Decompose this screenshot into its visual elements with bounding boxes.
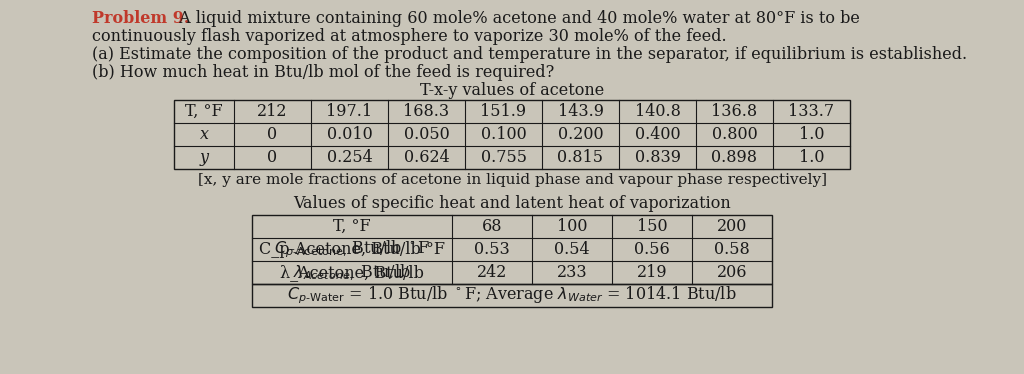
Text: T-x-y values of acetone: T-x-y values of acetone <box>420 82 604 99</box>
Text: 0.010: 0.010 <box>327 126 373 143</box>
Text: T, °F: T, °F <box>333 218 371 235</box>
Text: 0.58: 0.58 <box>714 241 750 258</box>
Text: 212: 212 <box>257 103 288 120</box>
Text: $C_{p\text{-Acetone,}}$ Btu/lb $^\circ$F: $C_{p\text{-Acetone,}}$ Btu/lb $^\circ$F <box>273 239 430 260</box>
Text: 0.050: 0.050 <box>403 126 450 143</box>
Bar <box>252 215 772 284</box>
Text: (b) How much heat in Btu/lb mol of the feed is required?: (b) How much heat in Btu/lb mol of the f… <box>92 64 554 81</box>
Text: y: y <box>200 149 209 166</box>
Text: Values of specific heat and latent heat of vaporization: Values of specific heat and latent heat … <box>293 195 731 212</box>
Text: T, °F: T, °F <box>185 103 223 120</box>
Text: 143.9: 143.9 <box>557 103 603 120</box>
Text: 0.839: 0.839 <box>635 149 681 166</box>
Text: λ_Acetone, Btu/lb: λ_Acetone, Btu/lb <box>280 264 424 281</box>
Bar <box>174 100 850 169</box>
Text: (a) Estimate the composition of the product and temperature in the separator, if: (a) Estimate the composition of the prod… <box>92 46 967 63</box>
Text: 150: 150 <box>637 218 668 235</box>
Text: [x, y are mole fractions of acetone in liquid phase and vapour phase respectivel: [x, y are mole fractions of acetone in l… <box>198 173 826 187</box>
Text: 219: 219 <box>637 264 668 281</box>
Text: C_p-Acetone, Btu/lb °F: C_p-Acetone, Btu/lb °F <box>259 241 445 258</box>
Text: 233: 233 <box>557 264 588 281</box>
Text: 200: 200 <box>717 218 748 235</box>
Text: 0.100: 0.100 <box>480 126 526 143</box>
Text: $\lambda_{Acetone,}$ Btu/lb: $\lambda_{Acetone,}$ Btu/lb <box>293 262 411 283</box>
Text: continuously flash vaporized at atmosphere to vaporize 30 mole% of the feed.: continuously flash vaporized at atmosphe… <box>92 28 727 45</box>
Text: $C_{p\text{-Water}}$ = 1.0 Btu/lb $^\circ$F; Average $\lambda_{Water}$ = 1014.1 : $C_{p\text{-Water}}$ = 1.0 Btu/lb $^\cir… <box>288 285 736 306</box>
Text: 197.1: 197.1 <box>327 103 373 120</box>
Text: 0.56: 0.56 <box>634 241 670 258</box>
Text: 168.3: 168.3 <box>403 103 450 120</box>
Text: 140.8: 140.8 <box>635 103 680 120</box>
Text: 0.54: 0.54 <box>554 241 590 258</box>
Text: x: x <box>200 126 209 143</box>
Text: 0.755: 0.755 <box>480 149 526 166</box>
Text: 0.200: 0.200 <box>558 126 603 143</box>
Text: 136.8: 136.8 <box>712 103 758 120</box>
Text: 206: 206 <box>717 264 748 281</box>
Text: 133.7: 133.7 <box>788 103 835 120</box>
Bar <box>252 284 772 307</box>
Text: 0.800: 0.800 <box>712 126 758 143</box>
Text: 0.400: 0.400 <box>635 126 680 143</box>
Text: 0: 0 <box>267 149 278 166</box>
Text: 0: 0 <box>267 126 278 143</box>
Text: 151.9: 151.9 <box>480 103 526 120</box>
Text: 242: 242 <box>477 264 507 281</box>
Text: 1.0: 1.0 <box>799 149 824 166</box>
Text: A liquid mixture containing 60 mole% acetone and 40 mole% water at 80°F is to be: A liquid mixture containing 60 mole% ace… <box>174 10 860 27</box>
Text: 0.53: 0.53 <box>474 241 510 258</box>
Text: 0.815: 0.815 <box>557 149 603 166</box>
Text: 0.624: 0.624 <box>403 149 450 166</box>
Text: 0.898: 0.898 <box>712 149 758 166</box>
Text: 100: 100 <box>557 218 587 235</box>
Text: Problem 9.: Problem 9. <box>92 10 189 27</box>
Text: 1.0: 1.0 <box>799 126 824 143</box>
Text: 0.254: 0.254 <box>327 149 373 166</box>
Text: 68: 68 <box>481 218 502 235</box>
